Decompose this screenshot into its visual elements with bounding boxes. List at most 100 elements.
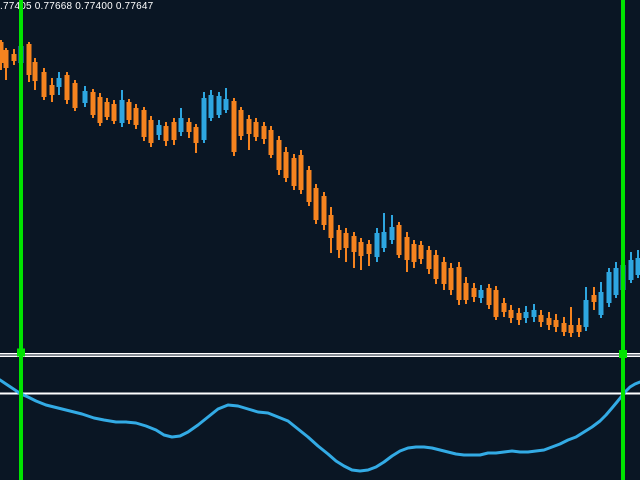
candle-body (546, 318, 552, 325)
candle-bearish (313, 184, 319, 224)
candle-body (374, 233, 380, 257)
candle-bearish (246, 115, 252, 150)
candle-bearish (0, 40, 4, 70)
candle-bearish (97, 93, 103, 126)
candle-body (201, 98, 207, 140)
candle-bearish (148, 116, 154, 147)
candle-bearish (441, 257, 447, 290)
candle-body (389, 227, 395, 240)
candle-body (448, 268, 454, 290)
candle-body (486, 288, 492, 305)
candle-body (246, 119, 252, 134)
candle-body (223, 99, 229, 110)
candle-bearish (11, 49, 17, 65)
candle-body (283, 152, 289, 178)
candle-body (366, 244, 372, 254)
candle-body (193, 127, 199, 143)
candle-bearish (64, 72, 70, 104)
candle-bearish (261, 122, 267, 144)
candle-bearish (32, 58, 38, 90)
candle-body (306, 170, 312, 202)
candle-body (156, 125, 162, 135)
candle-bullish (389, 215, 395, 244)
candle-wick (570, 307, 572, 337)
candle-body (231, 101, 237, 152)
candle-bearish (471, 283, 477, 302)
candle-bearish (49, 78, 55, 102)
candle-body (531, 310, 537, 317)
candle-bullish (628, 252, 634, 283)
candle-body (613, 268, 619, 295)
candle-body (471, 288, 477, 297)
candle-bearish (396, 222, 402, 258)
candle-body (32, 62, 38, 81)
candle-bearish (486, 284, 492, 309)
ohlc-readout: .77405 0.77668 0.77400 0.77647 (0, 1, 154, 12)
candle-body (508, 310, 514, 318)
candle-bearish (404, 232, 410, 272)
candle-body (606, 272, 612, 303)
candle-bullish (523, 306, 529, 323)
candle-bearish (516, 308, 522, 325)
candle-bearish (276, 136, 282, 175)
candle-bearish (343, 228, 349, 262)
candle-body (126, 102, 132, 120)
candle-bullish (635, 250, 640, 278)
vertical-line-object[interactable] (18, 0, 24, 480)
candle-body (576, 325, 582, 332)
candle-bearish (231, 98, 237, 156)
candle-body (635, 258, 640, 275)
candle-bullish (156, 120, 162, 140)
vline-selection-handle[interactable] (17, 348, 25, 357)
candle-body (493, 290, 499, 317)
candle-body (133, 108, 139, 125)
indicator-level-line[interactable] (0, 392, 640, 395)
candle-body (583, 300, 589, 327)
candle-body (313, 188, 319, 220)
subwindow-separator-upper[interactable] (0, 353, 640, 355)
candle-body (598, 292, 604, 315)
vline-selection-handle[interactable] (619, 350, 627, 358)
candle-body (351, 236, 357, 252)
candle-body (433, 255, 439, 279)
candle-body (553, 320, 559, 327)
candle-bearish (104, 98, 110, 120)
candle-bearish (186, 118, 192, 138)
candle-bullish (178, 108, 184, 136)
candle-bullish (216, 92, 222, 118)
candle-bearish (411, 240, 417, 268)
candle-body (358, 242, 364, 256)
subwindow-separator-lower[interactable] (0, 355, 640, 357)
candle-body (336, 230, 342, 250)
candle-bullish (478, 285, 484, 303)
candle-body (49, 85, 55, 95)
candle-bearish (171, 118, 177, 145)
candle-body (343, 233, 349, 248)
candle-bearish (283, 147, 289, 182)
candle-body (41, 72, 47, 97)
candle-body (276, 140, 282, 170)
candle-body (104, 102, 110, 117)
candle-body (82, 91, 88, 103)
candle-bullish (201, 92, 207, 143)
candle-bearish (501, 298, 507, 317)
candle-body (381, 232, 387, 248)
candle-body (253, 122, 259, 137)
candle-bearish (133, 104, 139, 129)
vertical-line-object[interactable] (620, 0, 626, 480)
candle-bearish (426, 246, 432, 274)
candle-body (538, 315, 544, 322)
candle-bearish (253, 118, 259, 141)
candle-bearish (298, 150, 304, 194)
candle-body (111, 104, 117, 121)
candle-bullish (606, 268, 612, 307)
candle-bullish (598, 282, 604, 318)
candle-bullish (56, 72, 62, 95)
candle-bearish (72, 80, 78, 111)
candle-body (0, 42, 4, 63)
candle-bearish (26, 42, 32, 82)
candle-bullish (223, 88, 229, 113)
candle-body (628, 260, 634, 280)
